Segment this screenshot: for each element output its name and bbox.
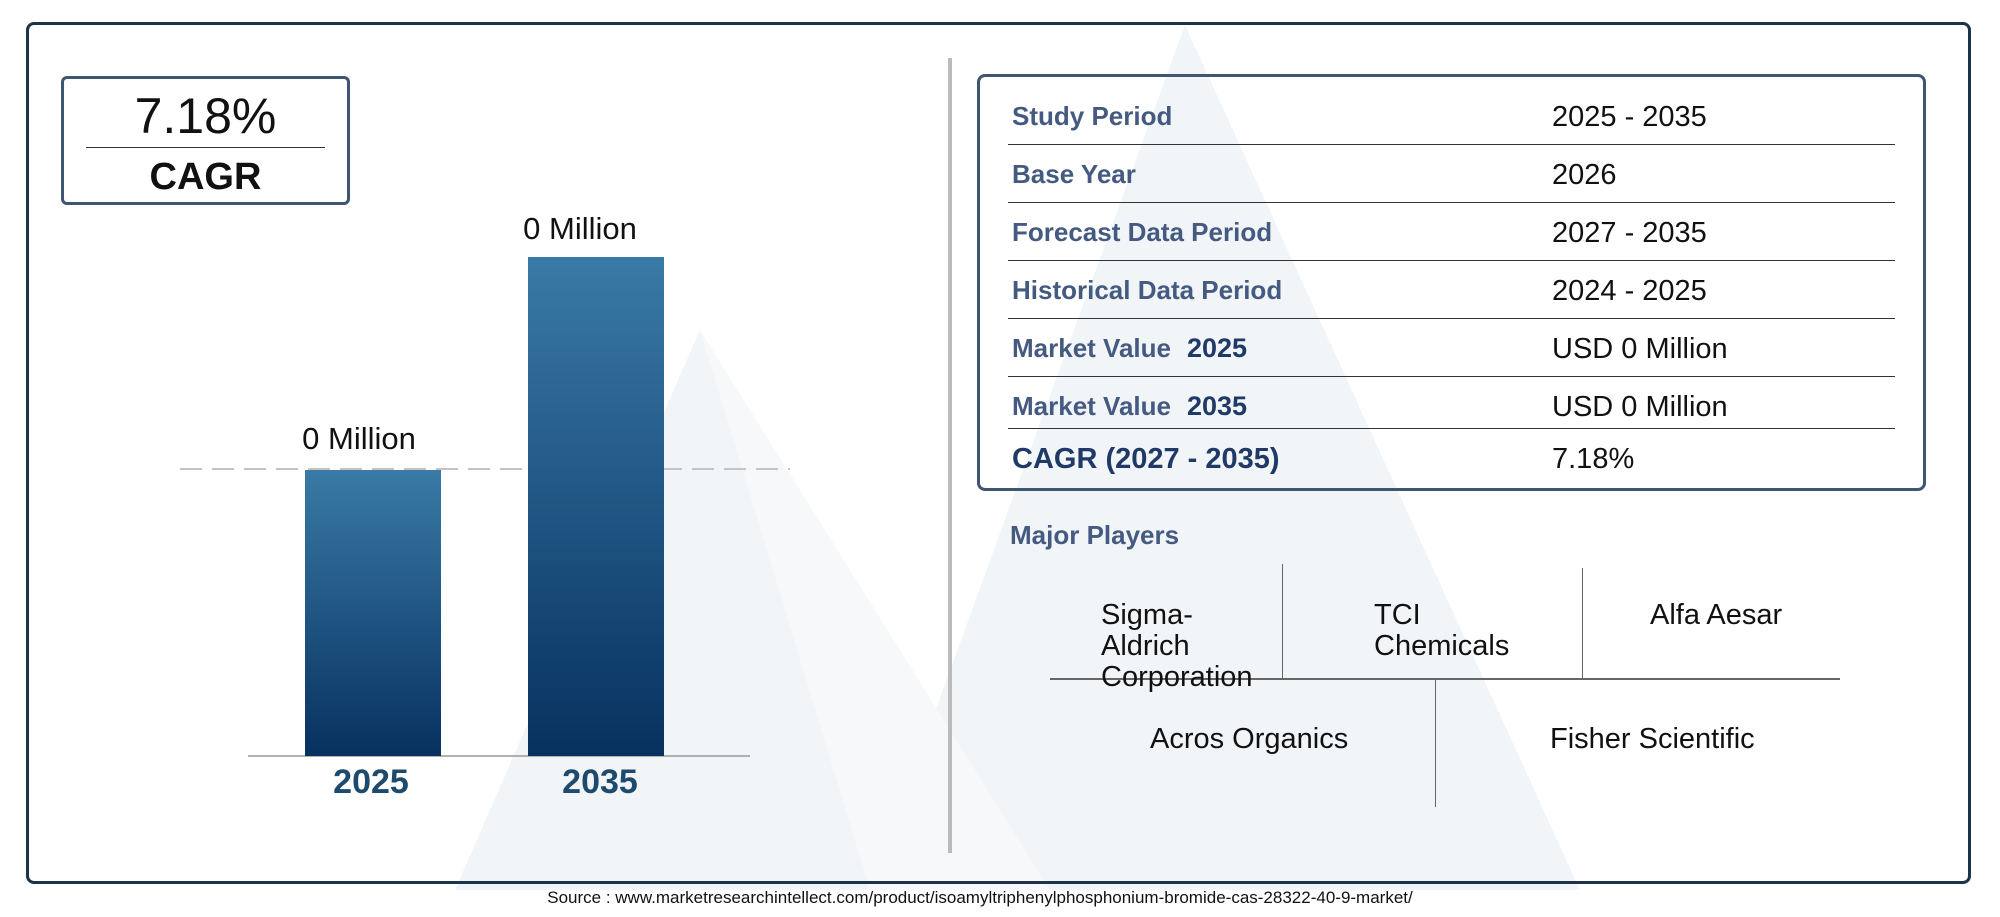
row-value: 2027 - 2035 — [1552, 217, 1707, 249]
outer-frame — [26, 22, 1971, 884]
player-name: Fisher Scientific — [1550, 723, 1755, 755]
row-label: Forecast Data Period — [1012, 217, 1273, 247]
bar-2025 — [305, 470, 441, 756]
player-name: Alfa Aesar — [1650, 599, 1783, 631]
cagr-label: CAGR — [149, 156, 262, 198]
table-row: Market Value 2035 USD 0 Million — [1008, 377, 1895, 429]
table-row: Market Value 2025 USD 0 Million — [1008, 319, 1895, 377]
table-row: Forecast Data Period 2027 - 2035 — [1008, 203, 1895, 261]
player-name: Sigma-Aldrich Corporation — [1101, 599, 1253, 693]
cagr-divider — [86, 147, 325, 148]
row-value: 2024 - 2025 — [1552, 275, 1707, 307]
report-details-table: Study Period 2025 - 2035 Base Year 2026 … — [977, 74, 1926, 491]
row-value: 7.18% — [1552, 443, 1635, 475]
row-value: USD 0 Million — [1552, 391, 1728, 423]
table-row: Study Period 2025 - 2035 — [1008, 87, 1895, 145]
cagr-summary-box: 7.18% CAGR — [61, 76, 350, 205]
table-row: CAGR (2027 - 2035) 7.18% — [1008, 429, 1895, 487]
market-size-bar-chart: 0 Million 0 Million 2025 2035 — [180, 211, 790, 801]
player-name: TCI Chemicals — [1374, 599, 1510, 662]
row-label-text: Market Value — [1012, 333, 1171, 363]
row-label-year: 2025 — [1186, 333, 1248, 363]
row-value: 2026 — [1552, 159, 1617, 191]
players-vline — [1435, 679, 1436, 807]
row-label: Base Year — [1012, 159, 1136, 189]
row-label: Market Value 2035 — [1012, 391, 1247, 422]
category-label-2025: 2025 — [333, 763, 409, 801]
row-label: Study Period — [1012, 101, 1173, 131]
players-hline — [1050, 678, 1840, 680]
cagr-value: 7.18% — [134, 88, 277, 144]
source-citation: Source : www.marketresearchintellect.com… — [547, 888, 1413, 907]
category-label-2035: 2035 — [562, 763, 638, 801]
table-row: Base Year 2026 — [1008, 145, 1895, 203]
data-label-2025: 0 Million — [302, 421, 416, 456]
row-value: USD 0 Million — [1552, 333, 1728, 365]
data-label-2035: 0 Million — [523, 211, 637, 246]
row-label: CAGR (2027 - 2035) — [1012, 443, 1280, 475]
players-vline — [1582, 568, 1583, 678]
players-vline — [1282, 564, 1283, 678]
bar-2035 — [528, 257, 664, 756]
row-label: Market Value 2025 — [1012, 333, 1247, 364]
major-players-title: Major Players — [1010, 520, 1180, 550]
row-value: 2025 - 2035 — [1552, 101, 1707, 133]
player-name: Acros Organics — [1150, 723, 1349, 755]
vertical-divider — [948, 58, 952, 853]
row-label-year: 2035 — [1186, 391, 1248, 421]
row-label-text: Market Value — [1012, 391, 1171, 421]
table-row: Historical Data Period 2024 - 2025 — [1008, 261, 1895, 319]
row-label: Historical Data Period — [1012, 275, 1283, 305]
